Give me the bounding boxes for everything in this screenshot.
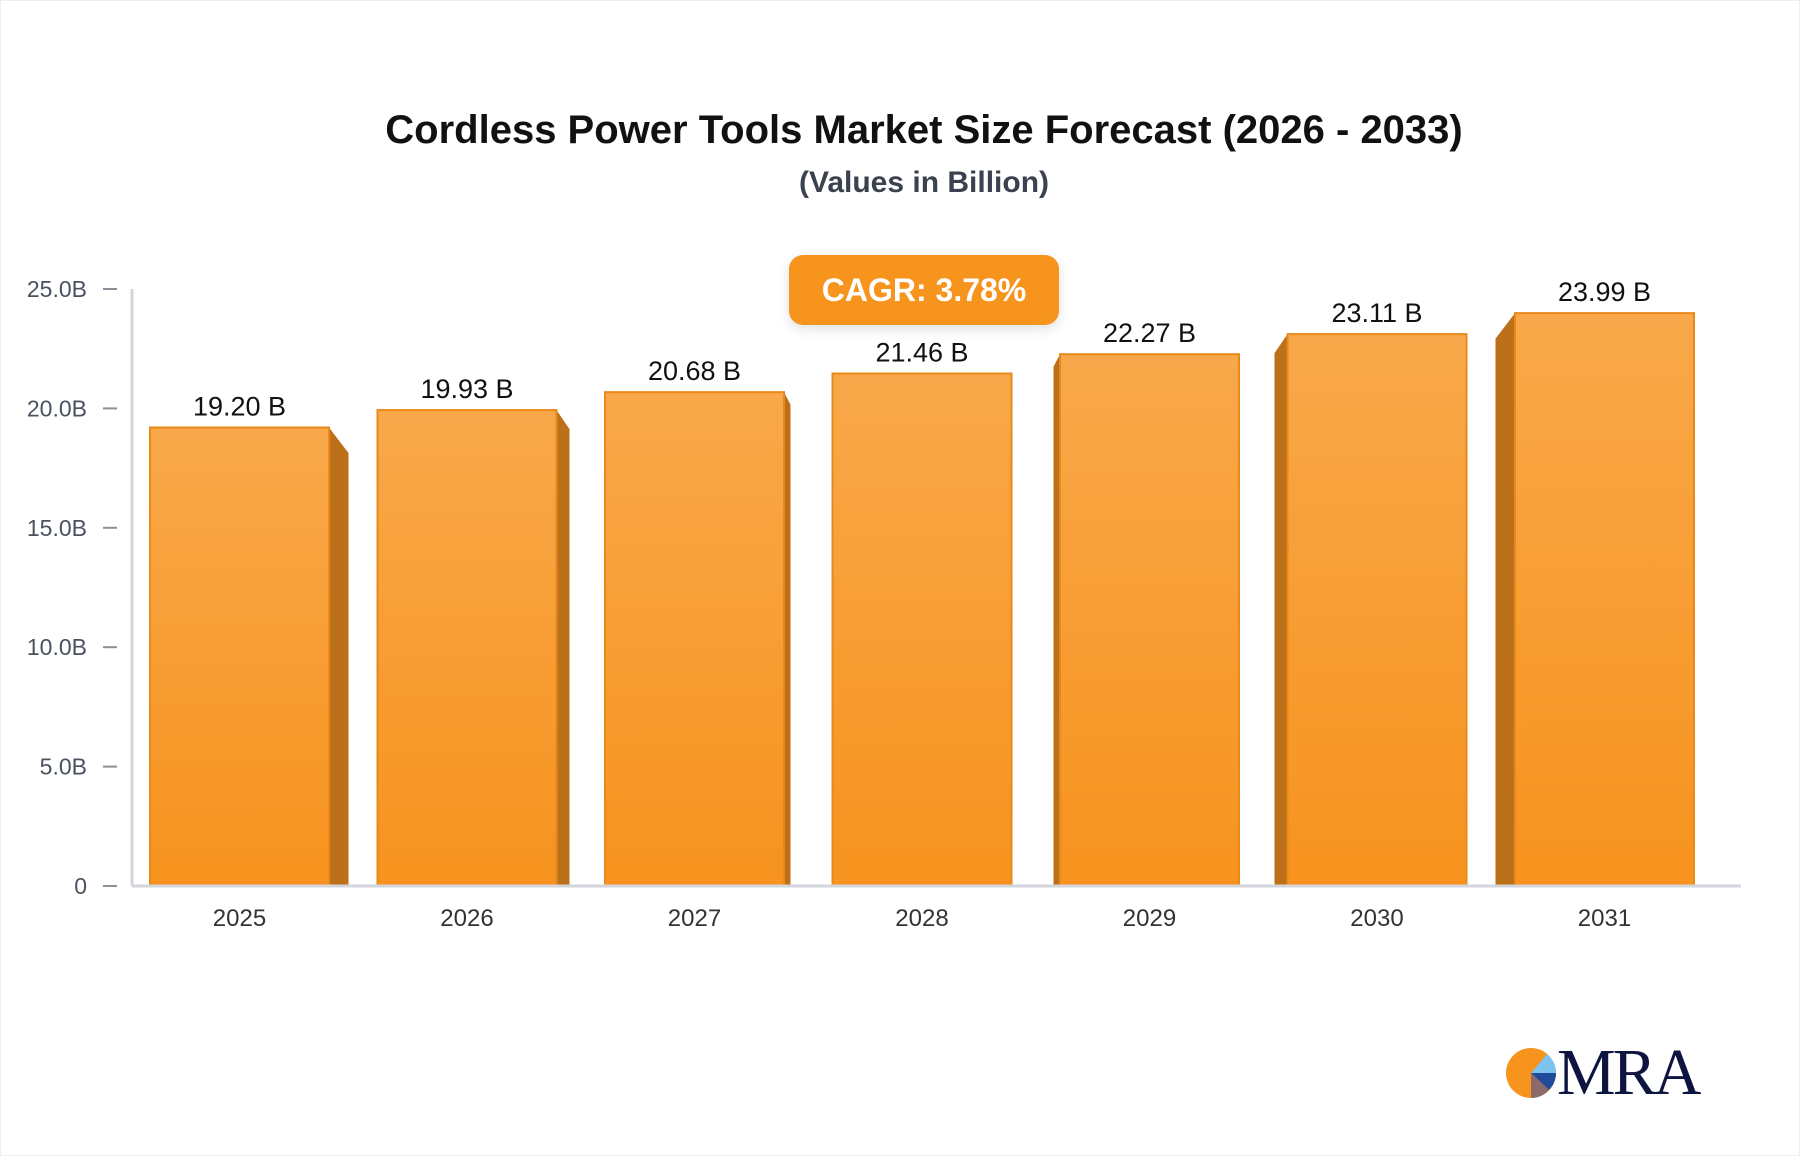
- bar: [604, 391, 785, 887]
- data-label: 19.93 B: [420, 374, 513, 404]
- bar-side: [1274, 334, 1288, 887]
- mra-logo: MRA: [1505, 1036, 1701, 1109]
- x-tick-label: 2029: [1123, 905, 1176, 932]
- data-label: 23.99 B: [1558, 277, 1651, 307]
- bar: [149, 426, 330, 887]
- logo-text: MRA: [1557, 1036, 1701, 1109]
- bar: [1059, 353, 1240, 888]
- y-tick-label: 10.0B: [27, 634, 87, 660]
- x-tick-label: 2030: [1350, 905, 1403, 932]
- data-label: 22.27 B: [1103, 318, 1196, 348]
- x-tick-label: 2025: [213, 905, 266, 932]
- chart-subtitle: (Values in Billion): [798, 166, 1050, 199]
- bar: [831, 372, 1013, 887]
- data-label: 21.46 B: [875, 338, 968, 368]
- bar: [1514, 312, 1695, 888]
- bar-side: [556, 410, 570, 886]
- chart-title: Cordless Power Tools Market Size Forecas…: [385, 108, 1463, 152]
- bar-side: [1495, 313, 1515, 887]
- bar-side: [784, 392, 791, 886]
- x-tick-label: 2027: [668, 905, 721, 932]
- x-tick-label: 2031: [1578, 905, 1631, 932]
- data-label: 23.11 B: [1331, 298, 1422, 328]
- y-tick-label: 0: [74, 873, 87, 899]
- cagr-badge: CAGR: 3.78%: [789, 255, 1059, 325]
- data-label: 19.20 B: [193, 392, 286, 422]
- bar: [1286, 333, 1468, 888]
- bar: [376, 409, 558, 887]
- bar-side: [329, 427, 349, 886]
- pie-logo-icon: [1506, 1048, 1556, 1098]
- x-tick-label: 2028: [895, 905, 948, 932]
- y-tick-label: 15.0B: [27, 515, 87, 541]
- y-tick-label: 25.0B: [27, 276, 87, 302]
- data-label: 20.68 B: [648, 356, 741, 386]
- y-tick-label: 5.0B: [40, 754, 87, 780]
- bar-side: [1053, 354, 1060, 887]
- y-tick-label: 20.0B: [27, 395, 87, 421]
- x-tick-label: 2026: [440, 905, 493, 932]
